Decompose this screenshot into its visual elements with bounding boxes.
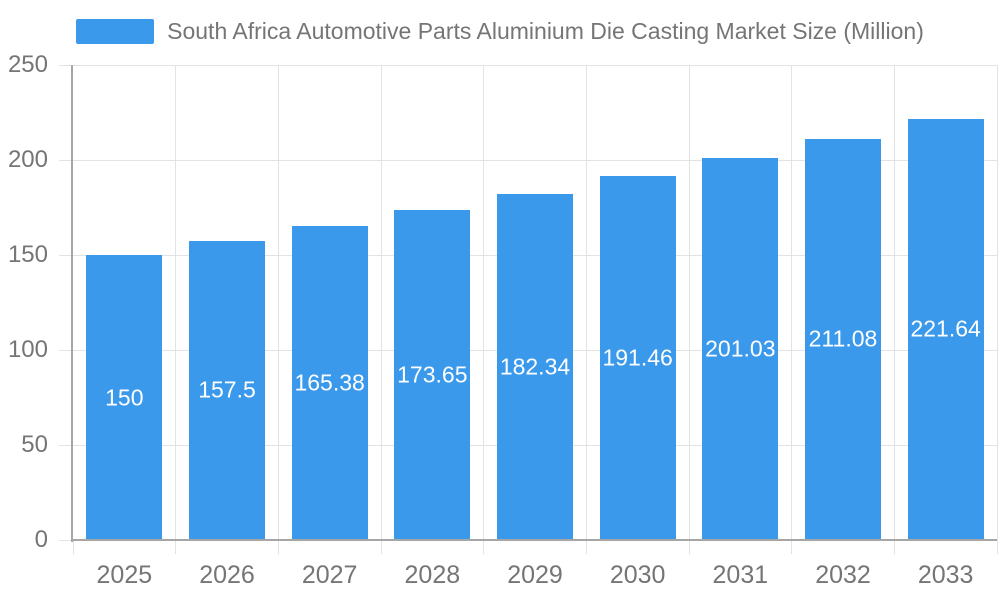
legend-label: South Africa Automotive Parts Aluminium …	[167, 17, 924, 44]
gridline	[277, 65, 279, 540]
bar-value-label: 221.64	[910, 315, 981, 342]
y-axis-label: 100	[7, 336, 48, 363]
bar-2033[interactable]: 221.64	[907, 118, 984, 540]
x-axis-line	[71, 539, 997, 541]
x-axis-tick	[893, 540, 895, 554]
gridline	[791, 65, 793, 540]
bar-2025[interactable]: 150	[86, 255, 163, 540]
x-axis-tick	[585, 540, 587, 554]
x-axis-tick	[175, 540, 177, 554]
bar-value-label: 165.38	[294, 369, 365, 396]
bar-value-label: 182.34	[499, 353, 571, 380]
gridline	[175, 65, 177, 540]
y-axis-tick	[59, 64, 73, 66]
gridline	[585, 65, 587, 540]
bar-2026[interactable]: 157.5	[189, 240, 265, 540]
x-axis-label: 2031	[712, 561, 769, 589]
bar-2028[interactable]: 173.65	[394, 210, 471, 540]
y-axis-label: 0	[34, 526, 48, 553]
gridline	[483, 65, 485, 540]
x-axis-label: 2033	[917, 561, 974, 589]
y-axis-tick	[59, 254, 73, 256]
legend-item[interactable]: South Africa Automotive Parts Aluminium …	[0, 14, 1000, 48]
bar-value-label: 150	[105, 384, 144, 410]
bar-value-label: 191.46	[602, 344, 673, 371]
y-axis-label: 200	[7, 146, 48, 173]
x-axis-tick	[380, 540, 382, 554]
bar-2027[interactable]: 165.38	[291, 225, 368, 540]
x-axis-tick	[277, 540, 279, 554]
gridline	[893, 65, 895, 540]
y-axis-label: 150	[7, 241, 48, 268]
bar-2029[interactable]: 182.34	[497, 193, 573, 540]
bar-value-label: 211.08	[808, 325, 878, 352]
x-axis-label: 2028	[404, 561, 461, 589]
bar-2032[interactable]: 211.08	[805, 138, 881, 540]
bar-2031[interactable]: 201.03	[702, 158, 779, 540]
x-axis-label: 2025	[96, 561, 153, 589]
gridline	[380, 65, 382, 540]
y-axis-tick	[59, 539, 73, 541]
gridline	[73, 64, 997, 66]
gridline	[688, 65, 690, 540]
x-axis-tick	[72, 540, 74, 554]
x-axis-label: 2026	[199, 561, 255, 589]
bar-value-label: 201.03	[705, 335, 776, 362]
x-axis-label: 2027	[301, 561, 358, 589]
y-axis-label: 50	[21, 431, 48, 458]
y-axis-label: 250	[7, 51, 48, 78]
x-axis-label: 2032	[815, 561, 871, 589]
y-axis-line	[71, 65, 73, 542]
gridline	[73, 159, 997, 161]
y-axis-tick	[59, 349, 73, 351]
x-axis-tick	[996, 540, 998, 554]
x-axis-label: 2030	[609, 561, 666, 589]
bar-value-label: 173.65	[397, 361, 468, 388]
y-axis-tick	[59, 444, 73, 446]
bar-value-label: 157.5	[198, 376, 256, 403]
y-axis-tick	[59, 159, 73, 161]
x-axis-tick	[791, 540, 793, 554]
x-axis-tick	[688, 540, 690, 554]
gridline	[996, 65, 998, 540]
x-axis-tick	[483, 540, 485, 554]
legend-swatch-icon	[76, 18, 155, 44]
bar-2030[interactable]: 191.46	[599, 176, 676, 540]
x-axis-label: 2029	[507, 561, 563, 589]
